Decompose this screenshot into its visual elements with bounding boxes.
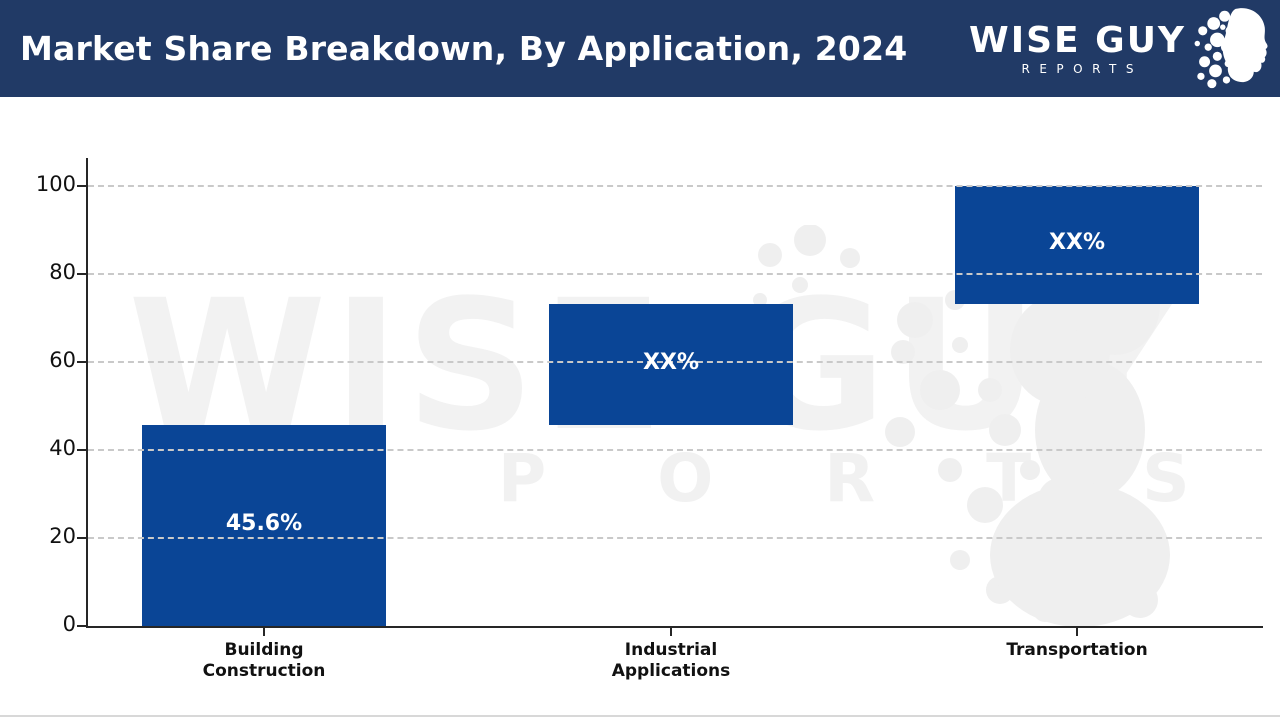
dotted-head-icon (1194, 7, 1268, 88)
gridline (88, 361, 1262, 363)
chart-title: Market Share Breakdown, By Application, … (20, 29, 908, 68)
x-tick-mark (1076, 628, 1078, 636)
category-label: Transportation (952, 640, 1202, 661)
bottom-border-line (0, 715, 1280, 717)
bar-industrial-applications (549, 303, 793, 426)
brand-name: WISE GUY (968, 19, 1186, 61)
brand-logo-text: WISE GUY REPORTS (968, 19, 1186, 76)
category-label: Building Construction (139, 640, 389, 682)
category-label-line: Construction (202, 661, 326, 681)
y-tick-mark (77, 185, 86, 187)
y-tick-mark (77, 449, 86, 451)
bar-transportation (955, 186, 1199, 304)
bar-value-label: XX% (1049, 229, 1105, 255)
gridline (88, 273, 1262, 275)
y-tick-label: 100 (35, 172, 76, 196)
gridline (88, 537, 1262, 539)
category-label-line: Transportation (1006, 640, 1148, 660)
brand-logo: WISE GUY REPORTS (969, 0, 1272, 97)
category-label-line: Industrial (624, 640, 718, 660)
bar-building-construction (142, 425, 386, 626)
y-tick-label: 60 (49, 348, 76, 372)
y-tick-label: 80 (49, 260, 76, 284)
bar-value-label: XX% (643, 349, 699, 375)
y-axis-line (86, 158, 88, 628)
y-tick-mark (77, 273, 86, 275)
category-label-line: Building (224, 640, 304, 660)
category-label-line: Applications (611, 661, 731, 681)
gridline (88, 185, 1262, 187)
brand-subtitle: REPORTS (1021, 61, 1143, 76)
header-bar: Market Share Breakdown, By Application, … (0, 0, 1280, 97)
bar-value-label: 45.6% (225, 510, 303, 536)
category-label: Industrial Applications (546, 640, 796, 682)
y-tick-mark (77, 361, 86, 363)
y-tick-mark (77, 625, 86, 627)
gridline (88, 449, 1262, 451)
y-tick-label: 40 (49, 436, 76, 460)
y-tick-label: 20 (49, 524, 76, 548)
y-tick-mark (77, 537, 86, 539)
x-tick-mark (263, 628, 265, 636)
x-tick-mark (670, 628, 672, 636)
x-axis-line (86, 626, 1263, 628)
y-tick-label: 0 (62, 612, 76, 636)
